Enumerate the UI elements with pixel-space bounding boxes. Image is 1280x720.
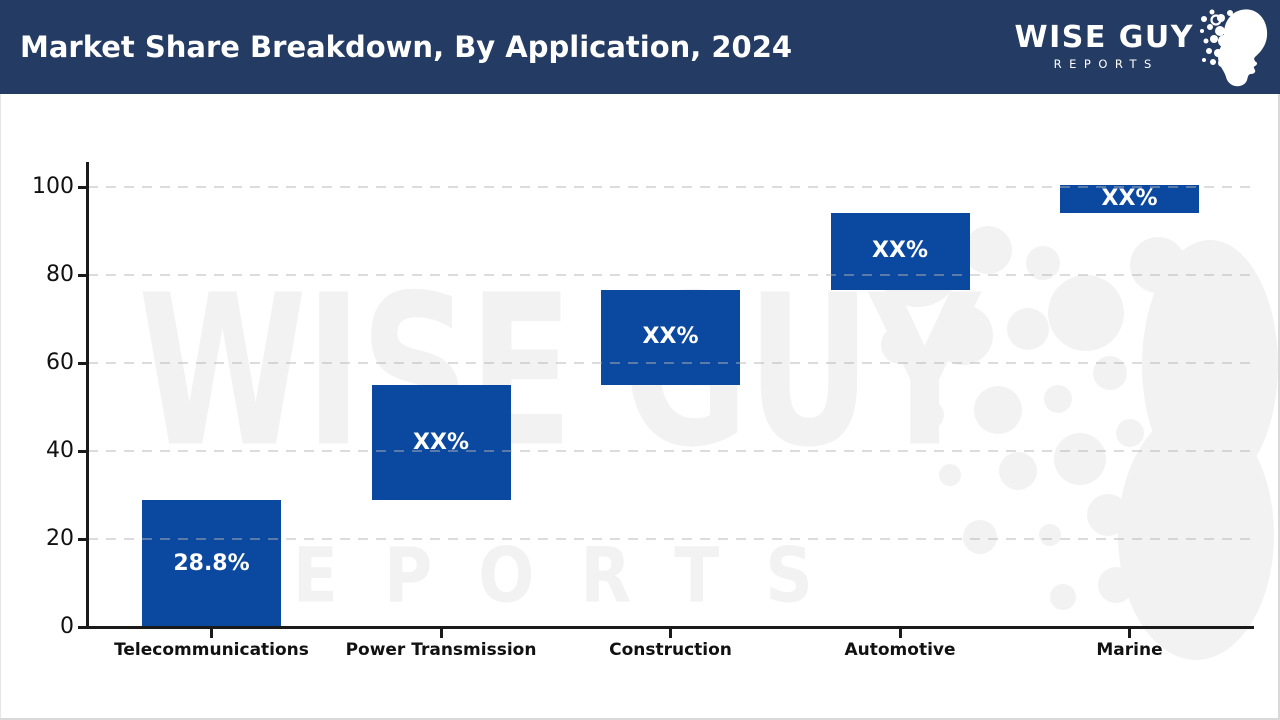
y-tick-60 <box>78 361 87 365</box>
y-tick-80 <box>78 273 87 277</box>
bar-telecommunications: 28.8% <box>142 500 281 627</box>
watermark-brand-subtext: REPORTS <box>196 531 859 620</box>
bar-value-label-telecommunications: 28.8% <box>173 550 250 576</box>
y-tick-label-100: 100 <box>32 174 74 199</box>
gridline-80 <box>88 274 1253 276</box>
brand-logo: WISE GUY REPORTS <box>1014 3 1270 91</box>
x-tick-marine <box>1128 629 1131 638</box>
x-axis-line <box>86 626 1254 629</box>
gridline-100 <box>88 186 1253 188</box>
y-tick-label-40: 40 <box>46 438 74 463</box>
header-bar: Market Share Breakdown, By Application, … <box>0 0 1280 94</box>
y-tick-0 <box>78 625 87 629</box>
y-tick-label-20: 20 <box>46 526 74 551</box>
bar-value-label-marine: XX% <box>1101 186 1158 212</box>
gridline-60 <box>88 362 1253 364</box>
y-tick-40 <box>78 449 87 453</box>
y-tick-label-80: 80 <box>46 262 74 287</box>
page-border-left <box>0 94 1 720</box>
gridline-20 <box>88 538 1253 540</box>
brand-name: WISE GUY <box>1014 20 1194 55</box>
watermark-head-icon <box>876 223 1278 660</box>
bar-marine: XX% <box>1060 185 1199 214</box>
x-tick-automotive <box>898 629 902 638</box>
y-tick-label-0: 0 <box>60 614 74 639</box>
bar-power-transmission: XX% <box>371 385 511 501</box>
x-label-construction: Construction <box>609 640 732 660</box>
y-tick-label-60: 60 <box>46 350 74 375</box>
page-title: Market Share Breakdown, By Application, … <box>20 30 793 64</box>
bar-automotive: XX% <box>830 213 970 290</box>
y-tick-20 <box>78 537 87 541</box>
x-tick-power-transmission <box>439 629 443 638</box>
x-tick-construction <box>669 629 672 638</box>
x-label-marine: Marine <box>1096 640 1163 660</box>
brand-wordmark: WISE GUY REPORTS <box>1014 20 1194 72</box>
page-border-bottom <box>0 718 1280 720</box>
brand-subtitle: REPORTS <box>1053 57 1159 71</box>
y-axis-line <box>86 162 89 628</box>
bar-value-label-construction: XX% <box>642 324 699 350</box>
bar-value-label-power-transmission: XX% <box>413 429 469 455</box>
watermark-brand-text: WISE GUY <box>138 250 980 494</box>
x-tick-telecommunications <box>210 629 213 638</box>
x-label-telecommunications: Telecommunications <box>114 640 309 660</box>
wise-guy-head-icon <box>1200 9 1268 87</box>
bar-construction: XX% <box>601 289 740 385</box>
x-label-power-transmission: Power Transmission <box>345 640 537 660</box>
x-label-automotive: Automotive <box>844 640 956 660</box>
bar-value-label-automotive: XX% <box>872 238 928 264</box>
gridline-40 <box>88 450 1253 452</box>
y-tick-100 <box>78 185 87 189</box>
page-border-right <box>1278 94 1280 720</box>
